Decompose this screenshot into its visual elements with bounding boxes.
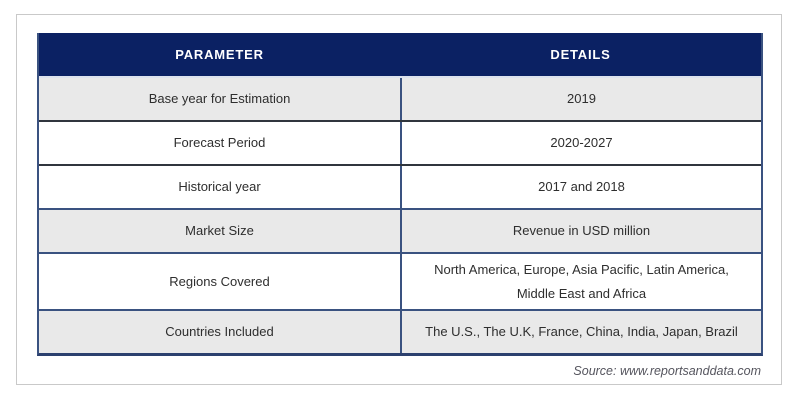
details-cell: 2020-2027 xyxy=(400,122,761,164)
parameter-cell: Forecast Period xyxy=(173,135,266,150)
table-container: PARAMETER DETAILS Base year for Estimati… xyxy=(37,33,763,378)
parameter-cell: Regions Covered xyxy=(169,273,270,289)
table-row-market-size: Market Size Revenue in USD million xyxy=(39,210,761,254)
parameter-cell: Countries Included xyxy=(165,324,274,339)
figure-frame: PARAMETER DETAILS Base year for Estimati… xyxy=(16,14,782,385)
table-row-regions-covered: Regions Covered North America, Europe, A… xyxy=(39,254,761,311)
details-cell: The U.S., The U.K, France, China, India,… xyxy=(400,311,761,353)
column-header-parameter: PARAMETER xyxy=(175,47,264,62)
table-row-historical-year: Historical year 2017 and 2018 xyxy=(39,166,761,210)
table-row-countries-included: Countries Included The U.S., The U.K, Fr… xyxy=(39,311,761,353)
parameter-cell: Base year for Estimation xyxy=(148,91,291,106)
details-cell: 2017 and 2018 xyxy=(400,166,761,208)
table-row-forecast-period: Forecast Period 2020-2027 xyxy=(39,122,761,166)
details-cell: North America, Europe, Asia Pacific, Lat… xyxy=(400,254,761,309)
parameter-cell: Market Size xyxy=(185,223,254,238)
parameter-details-table: PARAMETER DETAILS Base year for Estimati… xyxy=(37,33,763,356)
column-header-details: DETAILS xyxy=(550,47,611,62)
parameter-cell: Historical year xyxy=(178,179,261,194)
details-cell: 2019 xyxy=(400,78,761,120)
details-cell: Revenue in USD million xyxy=(400,210,761,252)
table-header-row: PARAMETER DETAILS xyxy=(39,33,761,78)
table-row-base-year: Base year for Estimation 2019 xyxy=(39,78,761,122)
source-attribution: Source: www.reportsanddata.com xyxy=(573,364,761,378)
